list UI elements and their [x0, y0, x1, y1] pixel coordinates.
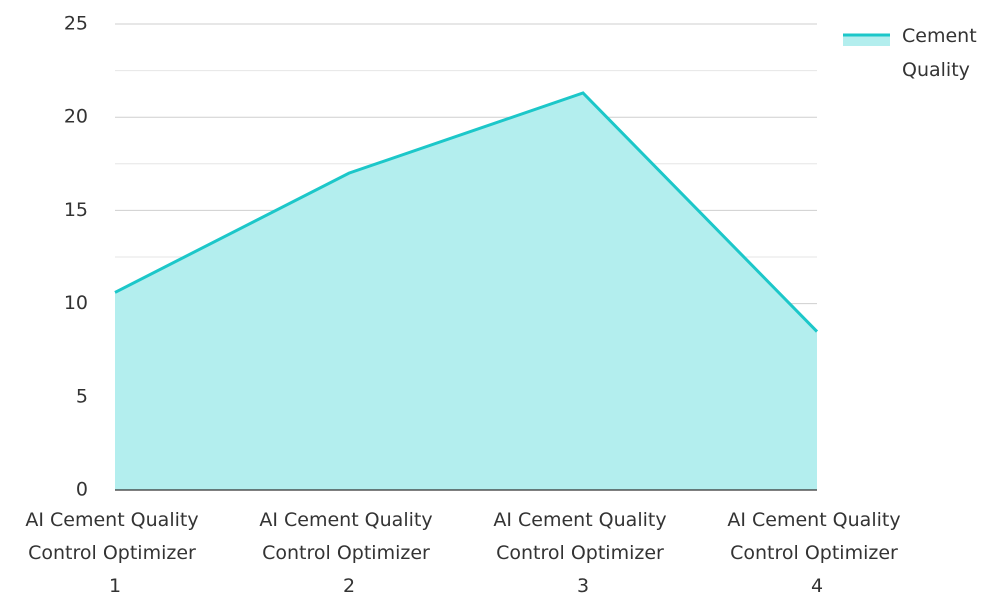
y-tick-label: 25	[64, 13, 88, 35]
legend-swatch	[843, 34, 890, 46]
y-tick-label: 10	[64, 292, 88, 314]
x-tick-label: AI Cement Quality Control Optimizer 2	[259, 509, 438, 594]
y-tick-label: 0	[76, 479, 88, 501]
line	[114, 91, 819, 333]
y-tick-label: 5	[76, 385, 88, 407]
legend-label: Cement Quality	[902, 25, 983, 81]
area	[115, 92, 817, 490]
x-tick-label: AI Cement Quality Control Optimizer 4	[727, 509, 906, 594]
x-tick-label: AI Cement Quality Control Optimizer 1	[25, 509, 204, 594]
y-tick-label: 15	[64, 199, 88, 221]
y-tick-label: 20	[64, 106, 88, 128]
x-tick-label: AI Cement Quality Control Optimizer 3	[493, 509, 672, 594]
